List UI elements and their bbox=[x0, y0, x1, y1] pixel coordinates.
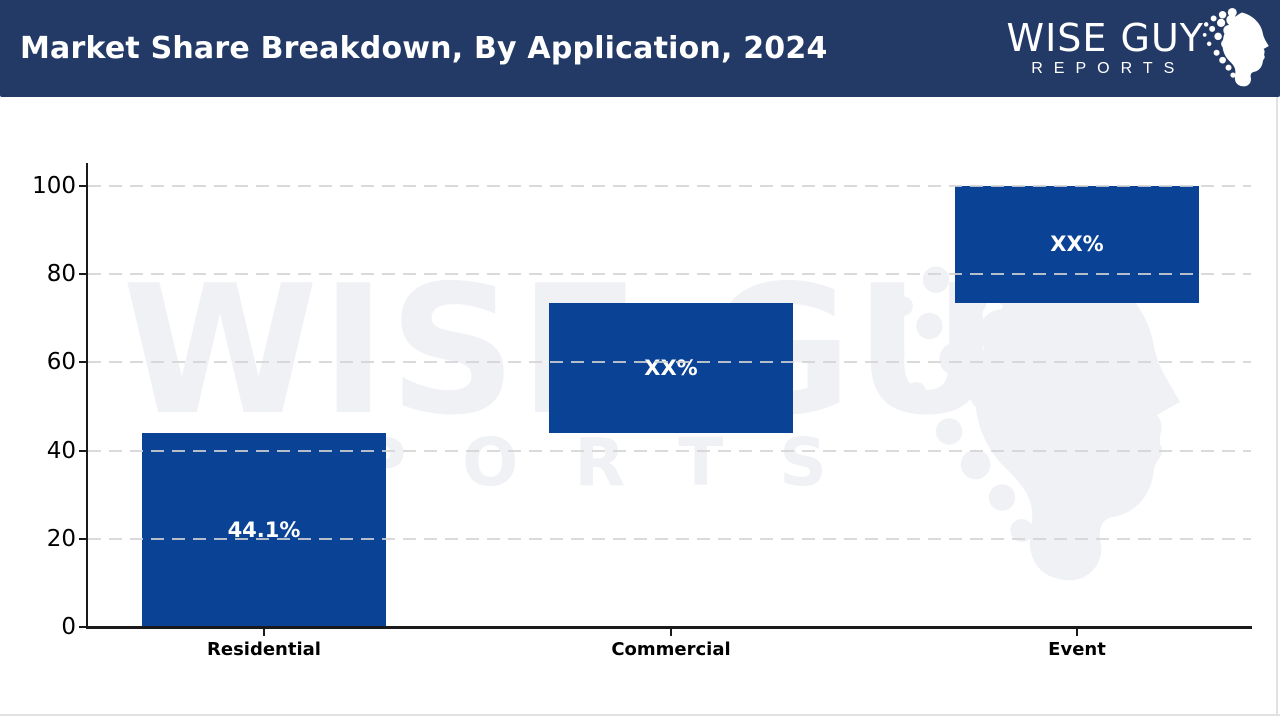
logo-subtitle: REPORTS bbox=[1031, 59, 1186, 77]
wise-guy-reports-logo: WISE GUY REPORTS bbox=[1006, 7, 1280, 90]
bar-value-label: 44.1% bbox=[227, 517, 301, 542]
header-band: Market Share Breakdown, By Application, … bbox=[0, 0, 1280, 97]
y-tick-label: 20 bbox=[46, 525, 76, 552]
y-tick-mark bbox=[79, 449, 87, 452]
x-axis-label-event: Event bbox=[1048, 639, 1106, 660]
y-tick-mark bbox=[79, 361, 87, 364]
y-tick-label: 100 bbox=[32, 173, 76, 199]
y-tick-mark bbox=[79, 626, 87, 628]
bar-commercial: XX% bbox=[549, 302, 793, 433]
y-tick-label: 80 bbox=[46, 261, 76, 288]
x-tick-mark bbox=[263, 629, 265, 636]
x-tick-mark bbox=[1076, 629, 1078, 636]
gridline bbox=[88, 361, 1251, 364]
gridline bbox=[88, 449, 1251, 452]
bar-value-label: XX% bbox=[644, 355, 698, 380]
bar-event: XX% bbox=[955, 186, 1199, 303]
x-axis-label-residential: Residential bbox=[207, 639, 321, 660]
x-axis-label-commercial: Commercial bbox=[611, 639, 731, 660]
bar-value-label: XX% bbox=[1050, 232, 1104, 257]
gridline bbox=[88, 537, 1251, 540]
y-tick-mark bbox=[79, 537, 87, 540]
dotted-head-profile-icon bbox=[1202, 7, 1269, 86]
x-tick-mark bbox=[670, 629, 672, 636]
y-tick-label: 0 bbox=[61, 614, 76, 640]
bar-residential: 44.1% bbox=[142, 432, 386, 627]
y-tick-label: 40 bbox=[46, 437, 76, 464]
right-hairline bbox=[1276, 97, 1278, 716]
page-title: Market Share Breakdown, By Application, … bbox=[20, 31, 828, 66]
y-tick-mark bbox=[79, 273, 87, 276]
logo-text: WISE GUY REPORTS bbox=[1006, 16, 1204, 78]
gridline bbox=[88, 273, 1251, 276]
gridline bbox=[88, 185, 1251, 187]
logo-wordmark: WISE GUY bbox=[1006, 16, 1204, 61]
y-tick-label: 60 bbox=[46, 349, 76, 376]
x-axis-line bbox=[86, 626, 1252, 629]
y-tick-mark bbox=[79, 185, 87, 187]
y-axis-line bbox=[86, 163, 88, 628]
bottom-hairline bbox=[0, 714, 1280, 716]
